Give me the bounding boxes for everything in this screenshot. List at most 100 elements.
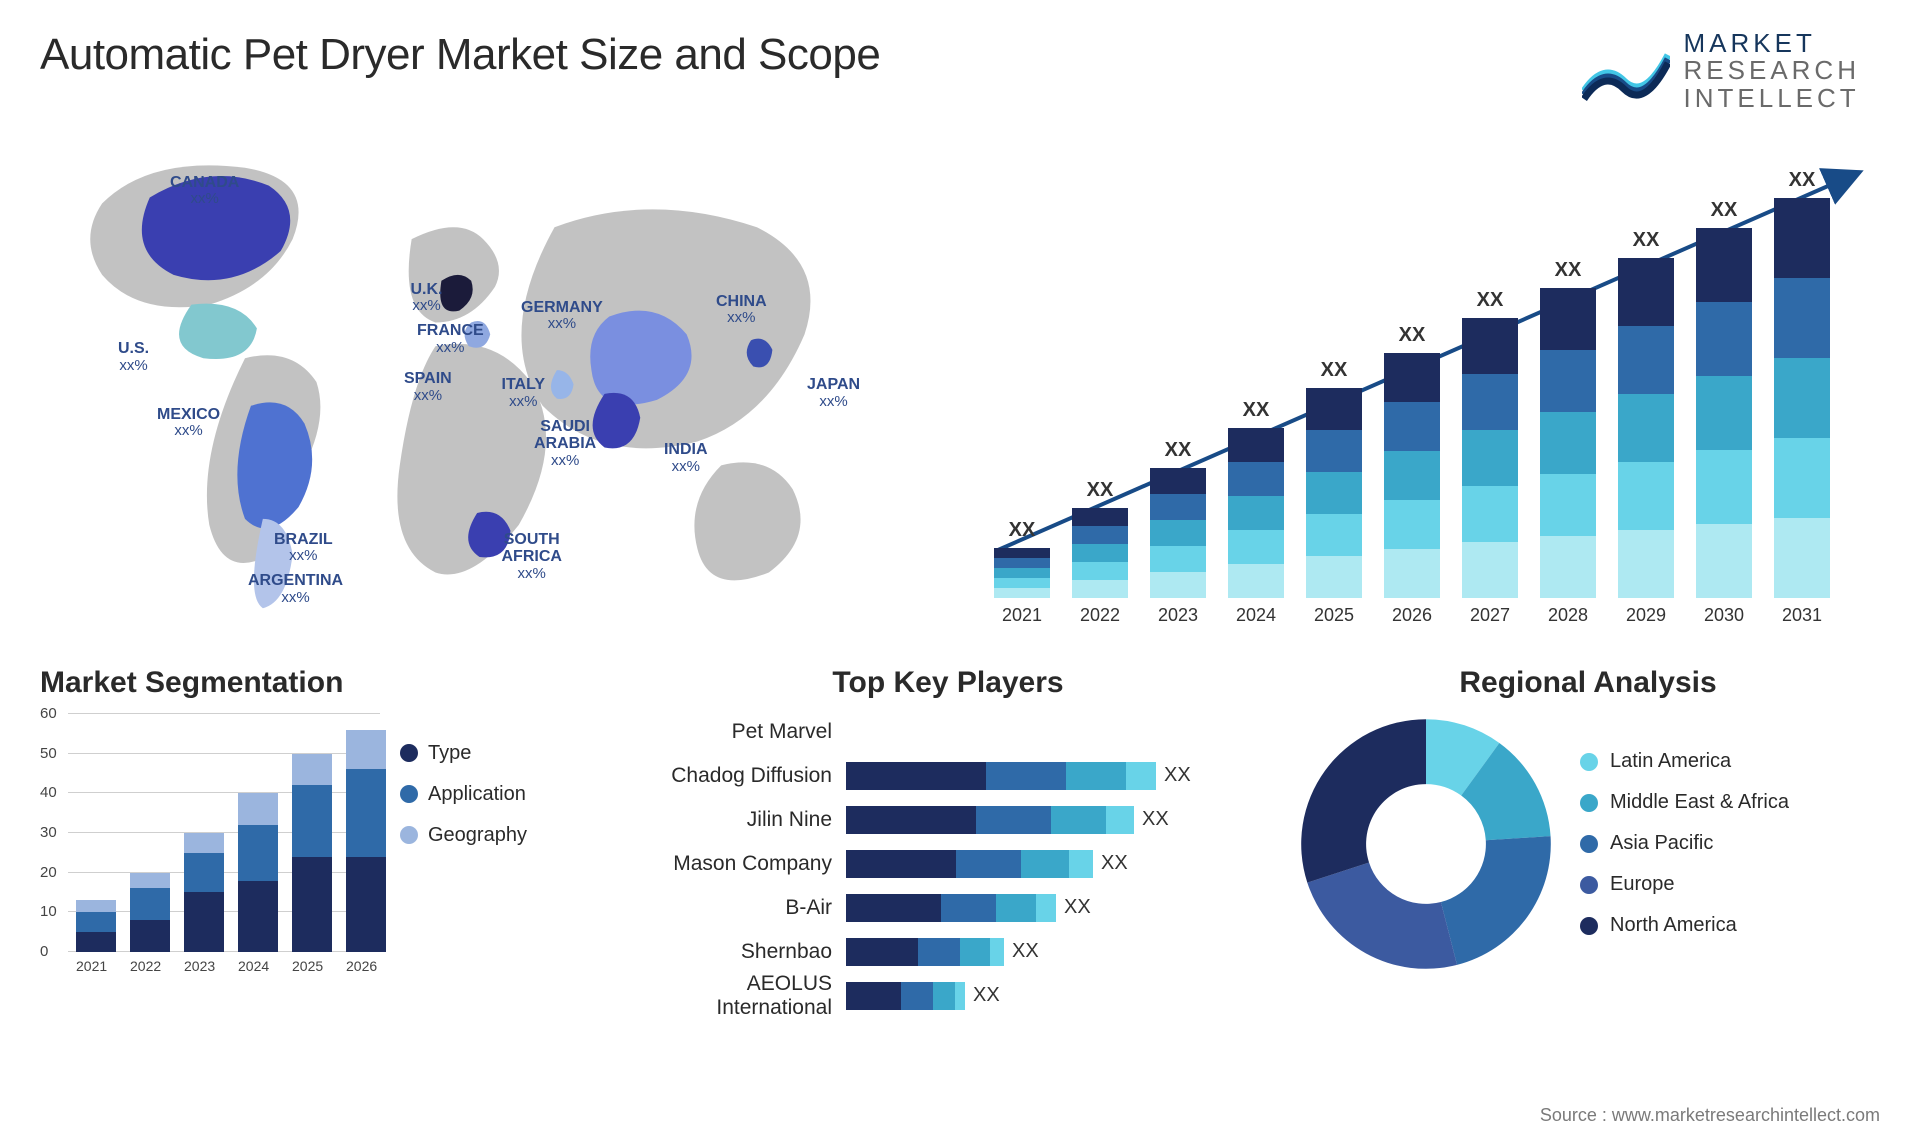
map-label-mexico: MEXICOxx% — [157, 406, 220, 440]
map-label-argentina: ARGENTINAxx% — [248, 572, 343, 606]
market-segmentation-panel: Market Segmentation 2021 2022 2023 2024 2025… — [40, 666, 600, 1014]
seg-bar-2024 — [238, 793, 278, 952]
seg-year-label: 2022 — [130, 958, 161, 974]
seg-bar-2026 — [346, 730, 386, 952]
player-bar — [846, 894, 1056, 922]
seg-year-label: 2026 — [346, 958, 377, 974]
donut-slice-asia-pacific — [1441, 836, 1551, 965]
seg-year-label: 2023 — [184, 958, 215, 974]
growth-bar-label: XX — [1072, 479, 1128, 502]
map-label-china: CHINAxx% — [716, 293, 767, 327]
growth-bar-2025 — [1306, 388, 1362, 598]
seg-y-tick: 10 — [40, 903, 57, 920]
growth-bar-label: XX — [1540, 259, 1596, 282]
segmentation-chart: 202120222023202420252026 0102030405060 — [40, 714, 380, 974]
growth-bar-label: XX — [1150, 439, 1206, 462]
growth-year-label: 2030 — [1696, 605, 1752, 626]
seg-y-tick: 0 — [40, 943, 48, 960]
seg-year-label: 2024 — [238, 958, 269, 974]
regional-legend-item: North America — [1580, 914, 1789, 937]
map-label-france: FRANCExx% — [417, 322, 484, 356]
player-bar — [846, 806, 1134, 834]
seg-bar-2022 — [130, 873, 170, 952]
segmentation-title: Market Segmentation — [40, 666, 600, 700]
player-row: AEOLUS InternationalXX — [628, 978, 1268, 1014]
source-attribution: Source : www.marketresearchintellect.com — [1540, 1105, 1880, 1126]
page-title: Automatic Pet Dryer Market Size and Scop… — [40, 30, 880, 80]
growth-year-label: 2028 — [1540, 605, 1596, 626]
growth-year-label: 2027 — [1462, 605, 1518, 626]
map-label-south-africa: SOUTHAFRICAxx% — [502, 531, 562, 583]
world-map: CANADAxx% U.S.xx% MEXICOxx% BRAZILxx% ARGENT… — [40, 132, 950, 632]
regional-title: Regional Analysis — [1296, 666, 1880, 700]
player-bar — [846, 938, 1004, 966]
player-bar — [846, 982, 965, 1010]
player-value: XX — [1101, 852, 1128, 875]
growth-bar-label: XX — [1228, 399, 1284, 422]
growth-bar-2027 — [1462, 318, 1518, 598]
player-bar — [846, 762, 1156, 790]
regional-legend-item: Latin America — [1580, 750, 1789, 773]
player-name: Pet Marvel — [628, 720, 838, 744]
growth-year-label: 2031 — [1774, 605, 1830, 626]
player-value: XX — [1064, 896, 1091, 919]
donut-slice-europe — [1307, 862, 1457, 968]
map-label-u-s-: U.S.xx% — [118, 340, 149, 374]
growth-year-label: 2029 — [1618, 605, 1674, 626]
growth-bar-2029 — [1618, 258, 1674, 598]
map-label-u-k-: U.K.xx% — [411, 281, 443, 315]
player-value: XX — [1142, 808, 1169, 831]
player-value: XX — [1012, 940, 1039, 963]
seg-year-label: 2025 — [292, 958, 323, 974]
growth-year-label: 2025 — [1306, 605, 1362, 626]
seg-legend-item: Application — [400, 783, 527, 806]
growth-bar-2028 — [1540, 288, 1596, 598]
player-row: Jilin NineXX — [628, 802, 1268, 838]
player-row: Shernbao XX — [628, 934, 1268, 970]
growth-year-label: 2021 — [994, 605, 1050, 626]
growth-bar-chart: XXXXXXXXXXXXXXXXXXXXXX 20212022202320242… — [980, 132, 1880, 632]
top-key-players-panel: Top Key Players Pet MarvelChadog Diffusi… — [628, 666, 1268, 1014]
growth-year-label: 2022 — [1072, 605, 1128, 626]
seg-legend-item: Geography — [400, 824, 527, 847]
logo-line-1: MARKET — [1684, 30, 1860, 57]
brand-logo: MARKET RESEARCH INTELLECT — [1582, 30, 1880, 112]
player-name: Chadog Diffusion — [628, 764, 838, 788]
regional-analysis-panel: Regional Analysis Latin America Middle Ea… — [1296, 666, 1880, 1014]
player-value: XX — [973, 984, 1000, 1007]
growth-year-label: 2024 — [1228, 605, 1284, 626]
seg-y-tick: 50 — [40, 745, 57, 762]
growth-bar-2030 — [1696, 228, 1752, 598]
logo-line-2: RESEARCH — [1684, 57, 1860, 84]
map-label-spain: SPAINxx% — [404, 370, 452, 404]
donut-slice-north-america — [1301, 719, 1426, 882]
seg-y-tick: 20 — [40, 864, 57, 881]
regional-legend-item: Asia Pacific — [1580, 832, 1789, 855]
regional-legend-item: Europe — [1580, 873, 1789, 896]
growth-year-label: 2023 — [1150, 605, 1206, 626]
segmentation-legend: Type Application Geography — [400, 714, 527, 974]
growth-bar-2026 — [1384, 353, 1440, 598]
growth-bar-label: XX — [1306, 359, 1362, 382]
regional-legend-item: Middle East & Africa — [1580, 791, 1789, 814]
growth-bar-label: XX — [1774, 169, 1830, 192]
map-label-japan: JAPANxx% — [807, 376, 860, 410]
player-name: Shernbao — [628, 940, 838, 964]
seg-legend-item: Type — [400, 742, 527, 765]
map-label-canada: CANADAxx% — [170, 174, 239, 208]
map-label-india: INDIAxx% — [664, 441, 708, 475]
logo-icon — [1582, 41, 1670, 101]
logo-line-3: INTELLECT — [1684, 85, 1860, 112]
growth-bar-2031 — [1774, 198, 1830, 598]
regional-legend: Latin America Middle East & Africa Asia Pa… — [1580, 750, 1789, 937]
map-label-brazil: BRAZILxx% — [274, 531, 333, 565]
growth-year-label: 2026 — [1384, 605, 1440, 626]
growth-bar-2022 — [1072, 508, 1128, 598]
player-value: XX — [1164, 764, 1191, 787]
growth-bar-label: XX — [994, 519, 1050, 542]
seg-bar-2025 — [292, 754, 332, 952]
map-label-germany: GERMANYxx% — [521, 299, 603, 333]
seg-year-label: 2021 — [76, 958, 107, 974]
player-bar — [846, 850, 1093, 878]
map-label-italy: ITALYxx% — [502, 376, 546, 410]
